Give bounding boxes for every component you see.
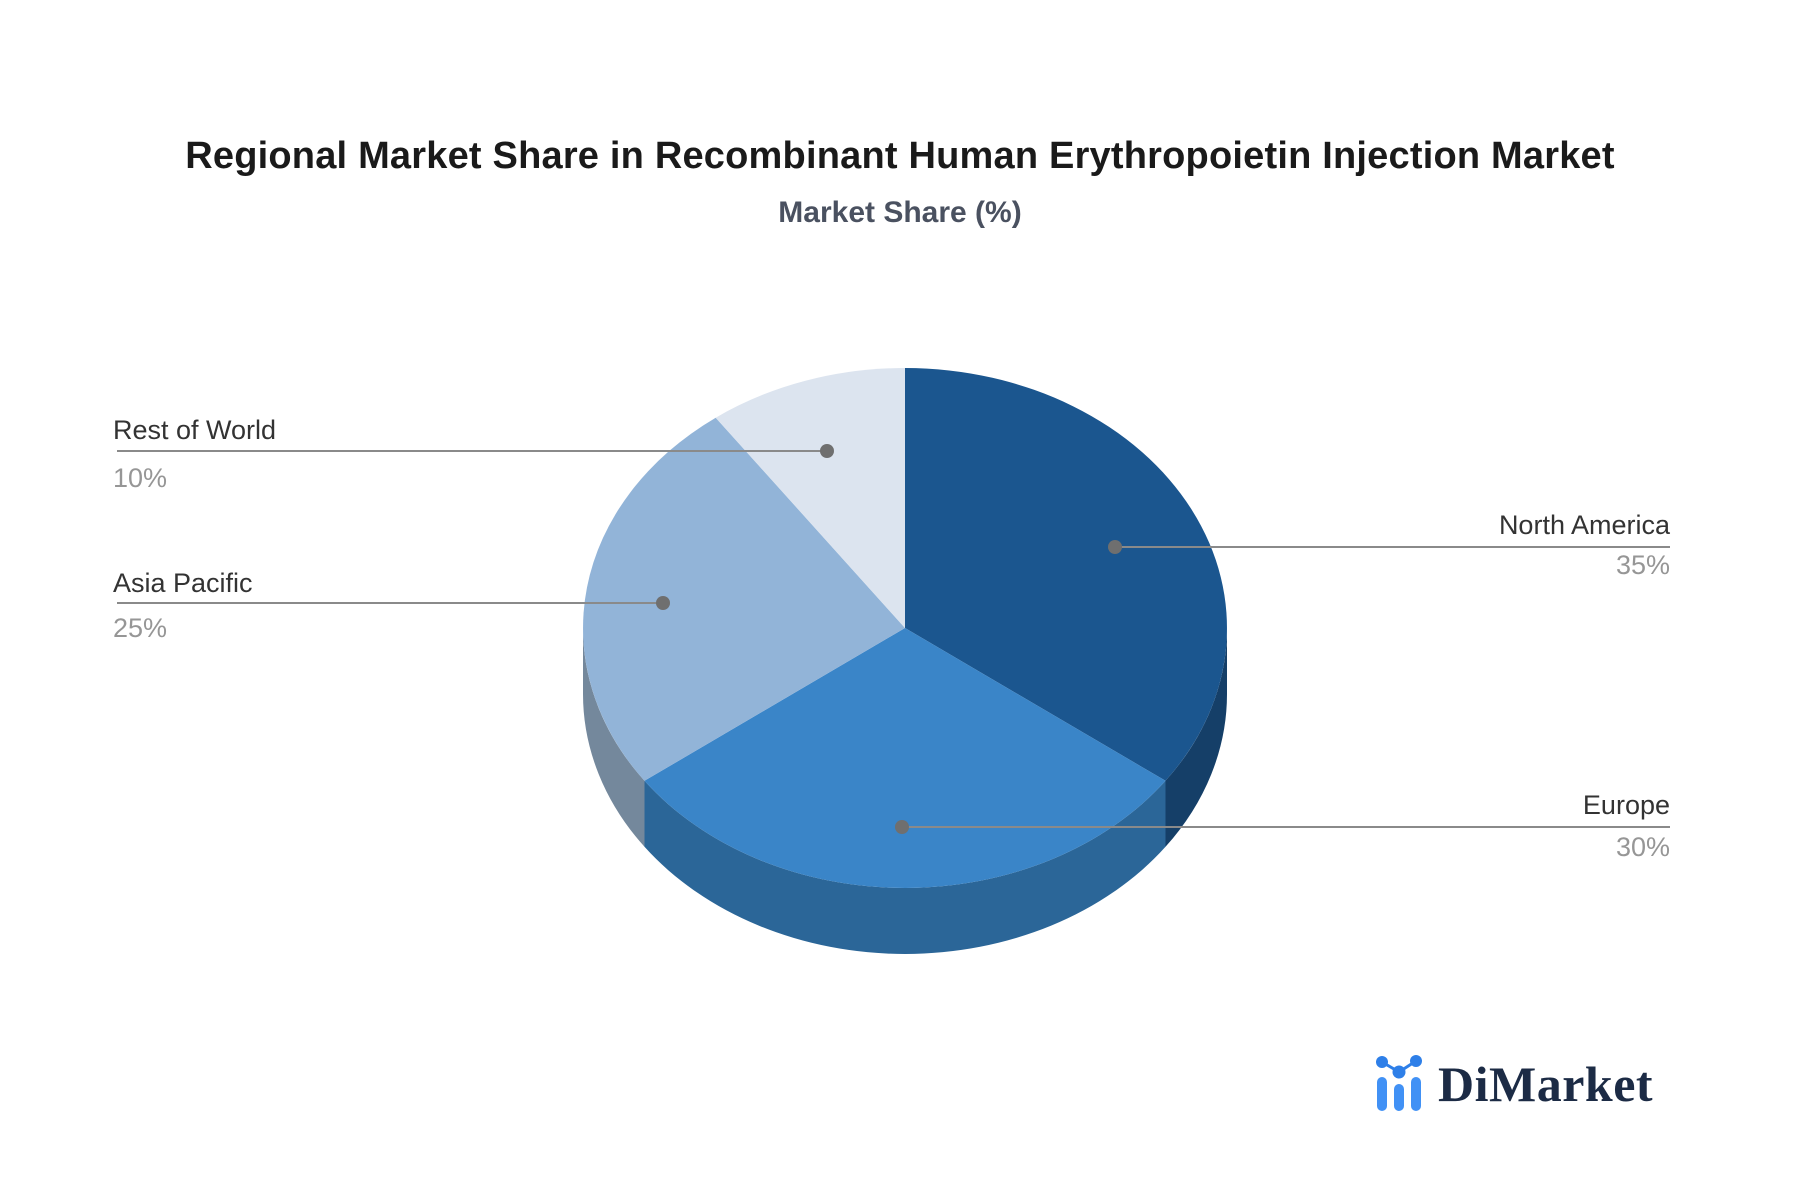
callout-dot-rest-of-world — [820, 444, 834, 458]
bar-line-chart-icon — [1376, 1055, 1422, 1111]
pie-slice-europe-side — [644, 780, 1166, 954]
chart-subtitle: Market Share (%) — [778, 196, 1022, 229]
chart-title: Regional Market Share in Recombinant Hum… — [185, 135, 1615, 177]
label-asia-pacific: Asia Pacific — [113, 568, 253, 598]
label-rest-of-world: Rest of World — [113, 415, 277, 445]
pie-slice-asia-pacific[interactable] — [583, 417, 905, 781]
callout-dot-europe — [895, 820, 909, 834]
brand-logo[interactable]: DiMarket — [1374, 1042, 1653, 1126]
callout-dot-north-america — [1108, 540, 1122, 554]
pie-slice-europe[interactable] — [644, 628, 1166, 888]
pie-slice-north-america[interactable] — [905, 368, 1227, 781]
value-europe: 30% — [1615, 832, 1670, 862]
callout-dot-asia-pacific — [656, 596, 670, 610]
value-north-america: 35% — [1615, 550, 1670, 580]
pie-slice-north-america-side — [1165, 628, 1227, 847]
value-rest-of-world: 10% — [113, 463, 168, 493]
value-asia-pacific: 25% — [113, 613, 168, 643]
label-europe: Europe — [1582, 790, 1670, 820]
label-north-america: North America — [1498, 510, 1670, 540]
pie-slice-asia-pacific-side — [583, 628, 645, 847]
brand-logo-text: DiMarket — [1438, 1056, 1654, 1112]
pie-slice-rest-of-world[interactable] — [715, 368, 905, 628]
